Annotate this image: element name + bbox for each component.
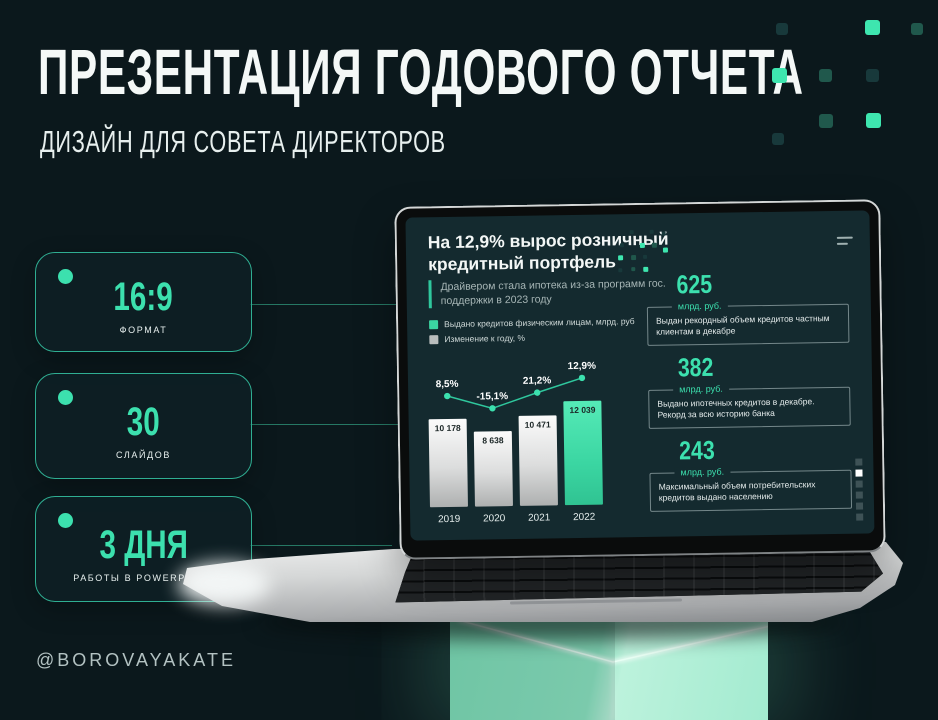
change-percent-label: 8,5% (436, 379, 459, 390)
legend-swatch-line (429, 334, 439, 344)
stat-box: млрд. руб. Выдано ипотечных кредитов в д… (648, 383, 851, 429)
spec-card-format: 16:9 ФОРМАТ (35, 252, 252, 352)
decor-square (649, 229, 654, 234)
decor-square (631, 267, 636, 272)
stat-unit: млрд. руб. (671, 300, 728, 312)
chart-bar: 8 638 (473, 431, 513, 507)
stats-panel: 625 млрд. руб. Выдан рекордный объем кре… (646, 268, 853, 521)
pager-dot[interactable] (856, 513, 864, 521)
bar-value-label: 10 178 (434, 422, 461, 434)
decor-square (618, 268, 623, 273)
change-percent-label: -15,1% (476, 391, 508, 402)
decor-square (661, 231, 666, 236)
decor-square (662, 247, 669, 253)
menu-icon[interactable] (836, 236, 853, 249)
legend-item: Изменение к году, % (429, 331, 635, 344)
decor-square (819, 69, 832, 82)
decor-square (643, 254, 648, 259)
chart-column: 12 039 2022 (563, 400, 603, 524)
spec-card-slides: 30 СЛАЙДОВ (35, 373, 252, 479)
change-percent-label: 12,9% (568, 361, 597, 372)
card-label: СЛАЙДОВ (116, 450, 171, 460)
stat-value: 625 (676, 268, 713, 300)
laptop-screen: На 12,9% вырос розничный кредитный портф… (394, 199, 886, 560)
stat-unit: млрд. руб. (674, 466, 731, 478)
stat-description: Максимальный объем потребительских креди… (658, 479, 816, 504)
stat-description: Выдано ипотечных кредитов в декабре. Рек… (657, 396, 815, 421)
stat-block: 625 млрд. руб. Выдан рекордный объем кре… (646, 268, 850, 346)
decor-square (639, 242, 645, 248)
decor-square (629, 230, 634, 235)
x-axis-label: 2020 (482, 513, 506, 525)
bullet-dot-icon (58, 513, 73, 528)
stat-box: млрд. руб. Выдан рекордный объем кредито… (646, 300, 850, 346)
chart-column: 8 638 2020 (473, 431, 513, 525)
decor-square (619, 243, 624, 248)
legend-item: Выдано кредитов физическим лицам, млрд. … (429, 316, 635, 329)
x-axis-label: 2021 (527, 512, 551, 524)
chart-bar: 12 039 (563, 400, 603, 506)
card-value: 3 ДНЯ (99, 523, 188, 567)
stat-box: млрд. руб. Максимальный объем потребител… (649, 466, 853, 512)
spec-card-days: 3 ДНЯ РАБОТЫ В POWERPOINT (35, 496, 252, 602)
card-label: ФОРМАТ (119, 325, 168, 335)
blurred-laptop-corner (178, 563, 270, 605)
line-dot (533, 389, 541, 396)
pager-dot[interactable] (855, 502, 864, 510)
connector-line (250, 424, 402, 425)
card-value: 16:9 (113, 275, 174, 319)
x-axis-label: 2022 (572, 511, 596, 524)
pager-dot[interactable] (855, 491, 863, 499)
stat-unit: млрд. руб. (673, 383, 729, 395)
stat-block: 243 млрд. руб. Максимальный объем потреб… (649, 434, 853, 512)
card-label: РАБОТЫ В POWERPOINT (73, 573, 214, 583)
stat-block: 382 млрд. руб. Выдано ипотечных кредитов… (648, 352, 851, 429)
decor-square (866, 113, 881, 128)
decor-square (618, 255, 624, 261)
chart-column: 10 471 2021 (518, 415, 559, 524)
change-percent-label: 21,2% (523, 375, 552, 386)
chart-bar: 10 471 (518, 415, 558, 506)
line-dot (444, 392, 451, 400)
pager-dot[interactable] (855, 458, 863, 466)
pager-dot[interactable] (855, 480, 863, 488)
decor-square (819, 114, 833, 128)
decor-square (631, 255, 637, 261)
slide-pager (855, 458, 864, 521)
decor-square (772, 68, 787, 83)
trackpad-notch (509, 598, 683, 605)
legend-label: Изменение к году, % (444, 332, 526, 345)
decor-square (651, 242, 657, 248)
chart-bar: 10 178 (428, 418, 468, 508)
decor-square (911, 23, 923, 35)
bar-value-label: 10 471 (524, 419, 551, 430)
page-subtitle: ДИЗАЙН ДЛЯ СОВЕТА ДИРЕКТОРОВ (40, 124, 446, 159)
connector-line (250, 304, 418, 305)
bar-value-label: 8 638 (482, 435, 504, 446)
line-dot (578, 374, 586, 382)
slide: На 12,9% вырос розничный кредитный портф… (405, 210, 875, 541)
stat-value: 382 (677, 351, 714, 383)
stat-description: Выдан рекордный объем кредитов частным к… (656, 313, 830, 338)
x-axis-label: 2019 (437, 513, 461, 526)
bullet-dot-icon (58, 269, 73, 284)
legend-label: Выдано кредитов физическим лицам, млрд. … (444, 316, 635, 330)
bullet-dot-icon (58, 390, 73, 405)
pager-dot[interactable] (855, 469, 863, 477)
card-value: 30 (127, 400, 160, 444)
decor-square (866, 69, 879, 82)
legend-swatch-bar (429, 319, 439, 329)
page-title: ПРЕЗЕНТАЦИЯ ГОДОВОГО ОТЧЕТА (38, 36, 804, 108)
stat-value: 243 (678, 434, 715, 466)
chart-column: 10 178 2019 (428, 418, 469, 526)
decor-square (772, 133, 784, 145)
bar-value-label: 12 039 (569, 404, 596, 416)
chart: 10 178 2019 8 638 2020 10 471 2021 12 039 2022 … (427, 344, 612, 525)
connector-line (250, 545, 392, 546)
slide-decor-dots (405, 210, 869, 273)
decor-square (776, 23, 788, 35)
watermark: @BOROVAYAKATE (36, 650, 236, 670)
decor-square (865, 20, 880, 35)
